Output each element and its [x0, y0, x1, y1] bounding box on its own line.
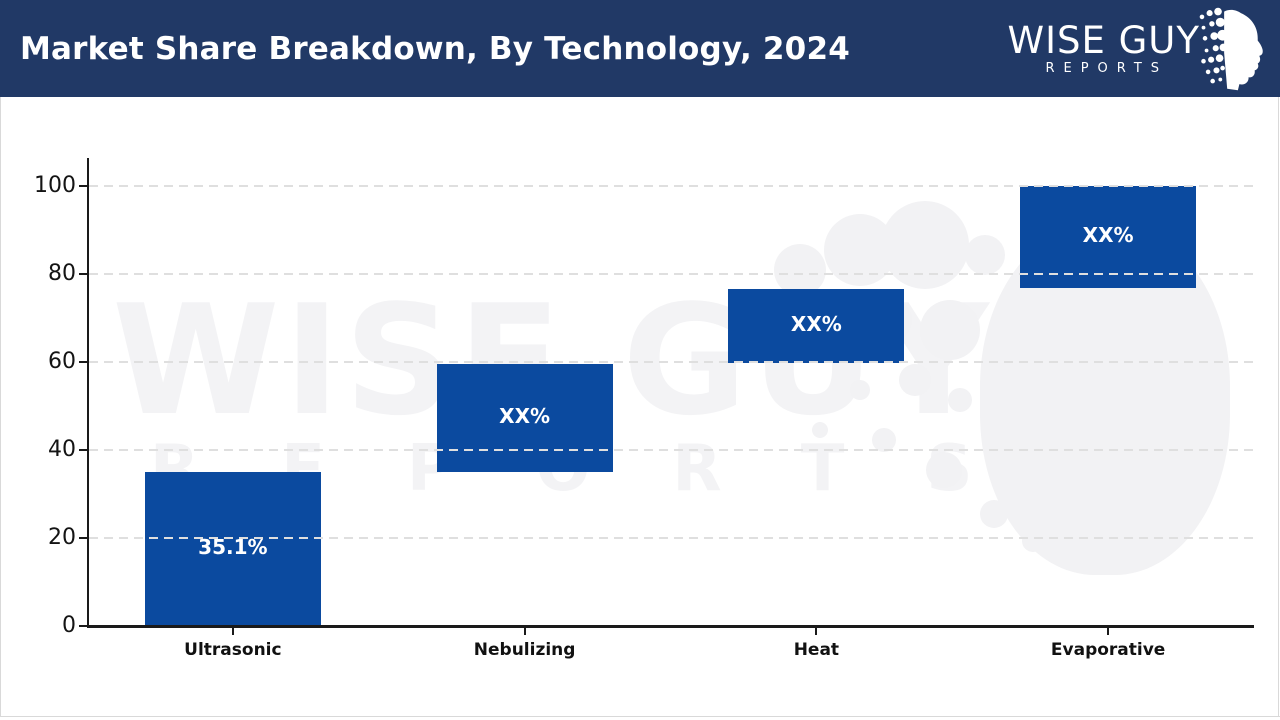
header-bar: Market Share Breakdown, By Technology, 2… — [0, 0, 1280, 97]
x-tick-ultrasonic — [231, 628, 234, 635]
y-axis-line — [87, 158, 89, 628]
logo-name: WISE GUY — [1007, 18, 1200, 62]
y-tick-80 — [79, 273, 87, 275]
wiseguy-face-icon — [1199, 7, 1263, 91]
x-tick-heat — [815, 628, 818, 635]
y-tick-0 — [79, 625, 87, 627]
x-tick-nebulizing — [523, 628, 526, 635]
bar-value-label-heat: XX% — [790, 311, 842, 336]
right-border — [1278, 97, 1279, 717]
y-tick-60 — [79, 361, 87, 363]
x-category-label-ultrasonic: Ultrasonic — [184, 640, 282, 660]
bottom-border — [0, 716, 1280, 717]
y-tick-label-80: 80 — [48, 261, 76, 286]
wiseguy-logo: WISE GUY REPORTS — [1008, 6, 1268, 92]
gridline-y60 — [89, 361, 1254, 363]
y-tick-100 — [79, 185, 87, 187]
bar-ultrasonic: 35.1% — [144, 471, 321, 626]
y-tick-40 — [79, 449, 87, 451]
gridline-y40 — [89, 449, 1254, 451]
gridline-y100 — [89, 185, 1254, 187]
bar-value-label-nebulizing: XX% — [499, 403, 551, 428]
bar-heat: XX% — [728, 288, 905, 363]
y-tick-20 — [79, 537, 87, 539]
x-category-label-evaporative: Evaporative — [1050, 640, 1166, 660]
y-tick-label-40: 40 — [48, 437, 76, 462]
y-tick-label-0: 0 — [62, 613, 76, 638]
gridline-y20 — [89, 537, 1254, 539]
x-tick-evaporative — [1107, 628, 1110, 635]
bar-value-label-evaporative: XX% — [1082, 223, 1134, 248]
gridline-y80 — [89, 273, 1254, 275]
x-axis-line — [87, 625, 1254, 628]
y-tick-label-20: 20 — [48, 525, 76, 550]
logo-text: WISE GUY REPORTS — [1007, 18, 1200, 77]
bar-nebulizing: XX% — [436, 363, 613, 472]
page-title: Market Share Breakdown, By Technology, 2… — [20, 30, 850, 67]
y-tick-label-60: 60 — [48, 349, 76, 374]
y-tick-label-100: 100 — [34, 173, 76, 198]
logo-subtitle: REPORTS — [1045, 61, 1169, 77]
x-category-label-nebulizing: Nebulizing — [473, 640, 576, 660]
x-category-label-heat: Heat — [793, 640, 840, 660]
